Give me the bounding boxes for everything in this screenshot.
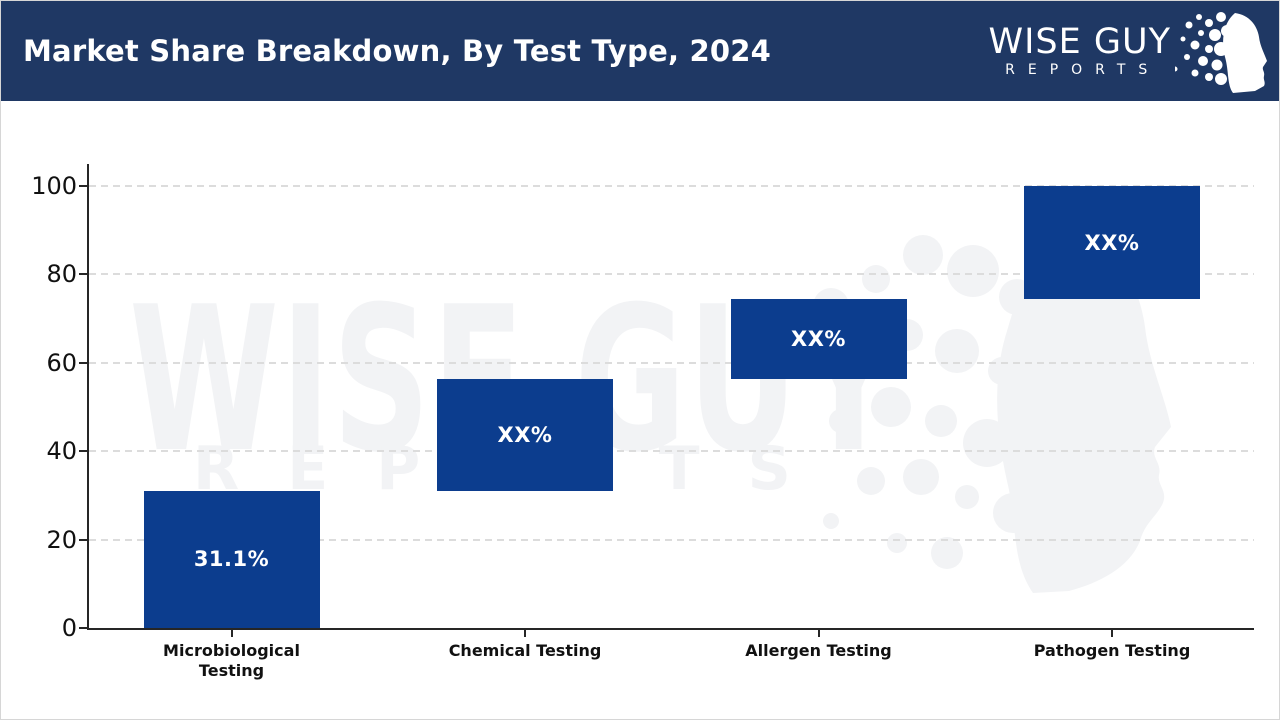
x-axis-line [87, 628, 1254, 630]
y-tick-mark [79, 450, 89, 453]
bar-value-label: XX% [1084, 230, 1140, 255]
chart-title: Market Share Breakdown, By Test Type, 20… [23, 34, 772, 68]
y-tick-mark [79, 273, 89, 276]
bar-value-label: XX% [791, 327, 846, 352]
header: Market Share Breakdown, By Test Type, 20… [1, 1, 1279, 101]
gridline [89, 185, 1254, 187]
y-tick-mark [79, 361, 89, 364]
gridline [89, 273, 1254, 276]
x-tick-mark [524, 628, 526, 637]
x-tick-mark [817, 628, 820, 637]
bar-value-label: 31.1% [193, 547, 270, 572]
x-tick-mark [1111, 628, 1113, 637]
y-tick-label: 100 [31, 172, 77, 200]
y-tick-label: 40 [46, 437, 77, 466]
x-tick-mark [230, 628, 233, 637]
category-label: Allergen Testing [745, 641, 892, 660]
gridline [89, 538, 1254, 541]
y-tick-label: 60 [46, 348, 77, 377]
y-tick-label: 80 [46, 260, 77, 289]
gridline [89, 361, 1254, 364]
bar-segment: 31.1% [143, 490, 320, 628]
bar-segment: XX% [730, 299, 907, 380]
bar-value-label: XX% [497, 422, 553, 447]
y-tick-mark [79, 185, 89, 187]
y-tick-label: 20 [46, 525, 77, 554]
bar-segment: XX% [1024, 186, 1200, 300]
category-label: Microbiological Testing [163, 641, 300, 680]
logo-head-icon [1175, 12, 1267, 93]
y-axis-line [87, 164, 89, 630]
category-label: Pathogen Testing [1033, 641, 1191, 660]
category-label: Chemical Testing [448, 641, 602, 660]
wiseguy-logo: WISE GUY REPORTS [988, 9, 1279, 93]
logo-wordmark: WISE GUY REPORTS [988, 22, 1171, 78]
y-tick-mark [79, 538, 89, 541]
gridline [89, 450, 1254, 453]
logo-wordmark-line1: WISE GUY [988, 22, 1171, 62]
logo-wordmark-line2: REPORTS [1005, 62, 1161, 78]
bar-segment: XX% [437, 379, 613, 491]
y-tick-mark [79, 627, 89, 629]
y-tick-label: 0 [61, 614, 77, 642]
